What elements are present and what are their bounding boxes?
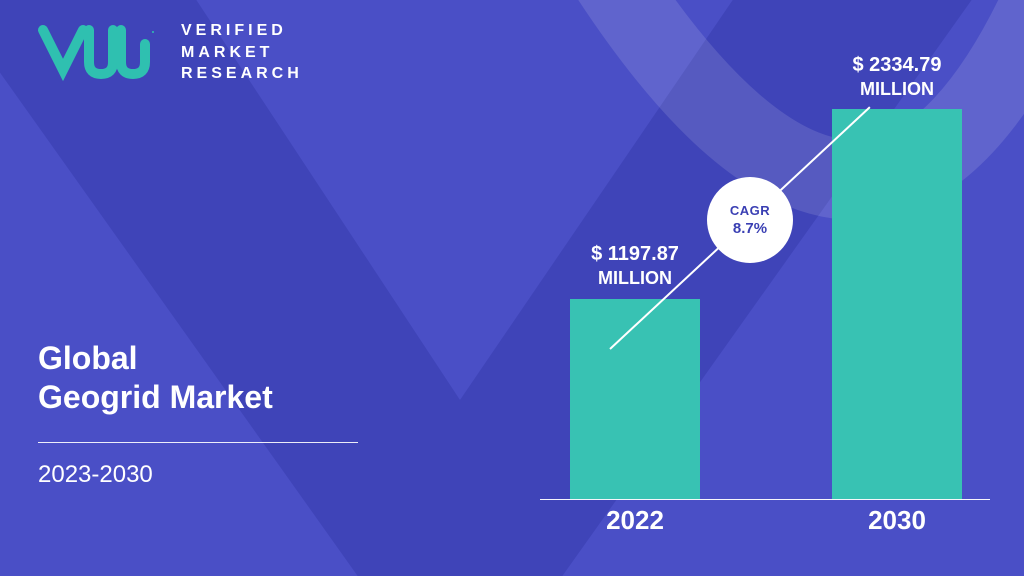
title-divider bbox=[38, 442, 358, 443]
bar-2030 bbox=[832, 109, 962, 499]
logo-text-line3: RESEARCH bbox=[181, 63, 303, 85]
x-label-2022: 2022 bbox=[555, 505, 715, 536]
title-block: Global Geogrid Market 2023-2030 bbox=[38, 340, 358, 489]
title-line1: Global bbox=[38, 340, 358, 377]
cagr-value: 8.7% bbox=[733, 220, 767, 237]
bar-chart: $ 1197.87MILLION2022$ 2334.79MILLION2030… bbox=[540, 30, 1000, 500]
logo-mark bbox=[35, 22, 163, 82]
bar-value-label-2022: $ 1197.87MILLION bbox=[550, 242, 720, 290]
bar-value-amount: $ 2334.79 bbox=[812, 53, 982, 78]
infographic-canvas: VERIFIED MARKET RESEARCH Global Geogrid … bbox=[0, 0, 1024, 576]
logo-text-line2: MARKET bbox=[181, 42, 303, 64]
title-line2: Geogrid Market bbox=[38, 379, 358, 416]
bar-value-unit: MILLION bbox=[812, 78, 982, 101]
x-label-2030: 2030 bbox=[817, 505, 977, 536]
forecast-years: 2023-2030 bbox=[38, 461, 358, 489]
cagr-badge: CAGR 8.7% bbox=[707, 177, 793, 263]
cagr-label: CAGR bbox=[730, 203, 770, 218]
x-axis bbox=[540, 499, 990, 500]
logo-text: VERIFIED MARKET RESEARCH bbox=[181, 20, 303, 85]
bar-value-label-2030: $ 2334.79MILLION bbox=[812, 53, 982, 101]
logo-text-line1: VERIFIED bbox=[181, 20, 303, 42]
bar-value-amount: $ 1197.87 bbox=[550, 242, 720, 267]
bar-2022 bbox=[570, 299, 700, 499]
brand-logo: VERIFIED MARKET RESEARCH bbox=[35, 20, 303, 85]
